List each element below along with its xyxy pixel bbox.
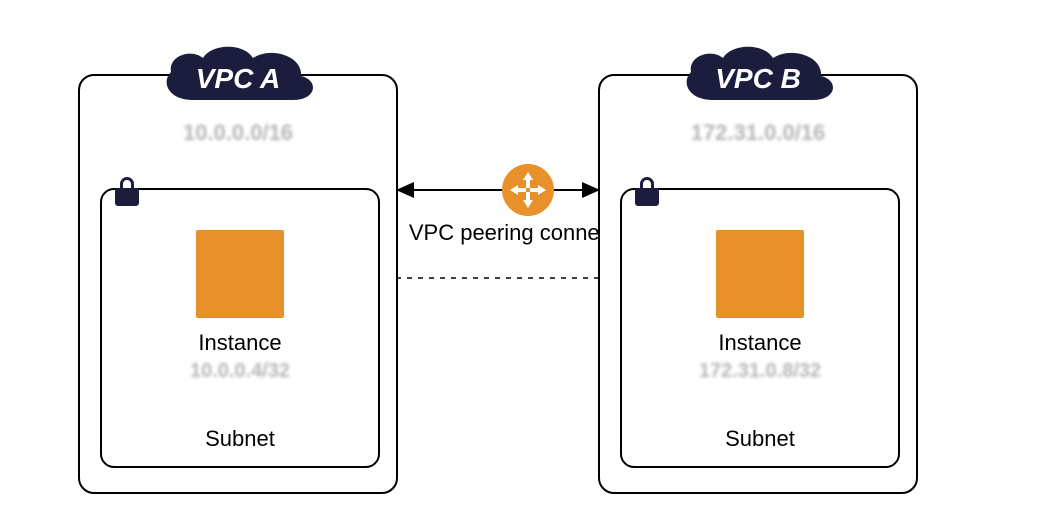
vpc-b-subnet-box: Instance 172.31.0.8/32 Subnet bbox=[620, 188, 900, 468]
vpc-a-instance-ip: 10.0.0.4/32 bbox=[190, 360, 290, 383]
vpc-b-subnet-label: Subnet bbox=[725, 426, 795, 452]
vpc-a-instance-label: Instance bbox=[198, 330, 281, 356]
vpc-a-box: VPC A 10.0.0.0/16 Instance 10.0.0.4/32 S… bbox=[78, 74, 398, 494]
diagram-canvas: VPC peering connection VPC A 10.0.0.0/16… bbox=[0, 0, 1055, 527]
vpc-b-instance-label: Instance bbox=[718, 330, 801, 356]
vpc-b-cloud-label: VPC B bbox=[715, 63, 801, 95]
vpc-a-subnet-label: Subnet bbox=[205, 426, 275, 452]
vpc-b-box: VPC B 172.31.0.0/16 Instance 172.31.0.8/… bbox=[598, 74, 918, 494]
vpc-b-cidr: 172.31.0.0/16 bbox=[600, 120, 916, 146]
vpc-a-cloud: VPC A bbox=[153, 40, 323, 118]
vpc-a-cidr: 10.0.0.0/16 bbox=[80, 120, 396, 146]
vpc-b-instance-ip: 172.31.0.8/32 bbox=[699, 360, 821, 383]
peering-router-icon bbox=[502, 164, 554, 216]
vpc-a-cloud-label: VPC A bbox=[196, 63, 281, 95]
vpc-a-instance-square bbox=[196, 230, 284, 318]
vpc-b-instance-square bbox=[716, 230, 804, 318]
vpc-a-lock-icon bbox=[112, 174, 142, 213]
vpc-b-cloud: VPC B bbox=[673, 40, 843, 118]
vpc-b-lock-icon bbox=[632, 174, 662, 213]
vpc-a-subnet-box: Instance 10.0.0.4/32 Subnet bbox=[100, 188, 380, 468]
